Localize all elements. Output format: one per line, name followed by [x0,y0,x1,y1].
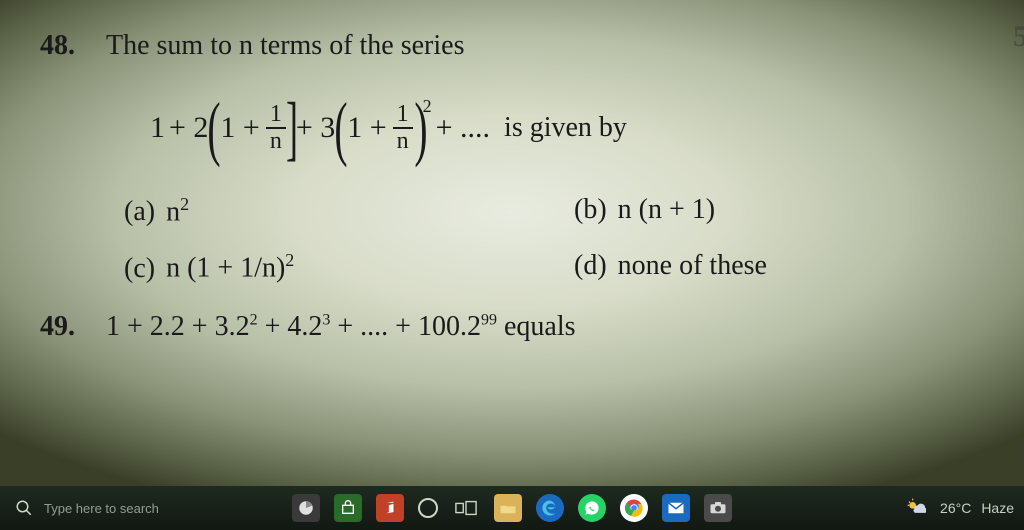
open-paren-icon: ( [335,92,348,164]
series-sup: 2 [250,311,258,328]
formula-term: 1 [150,111,165,145]
taskbar-right: 26°C Haze [906,497,1014,520]
option-label: (a) [124,196,155,227]
question-number: 49. [40,311,88,343]
question-48-options: (a) n2 (b) n (n + 1) (c) n (1 + 1/n)2 (d… [124,194,994,285]
weather-icon[interactable] [906,497,930,520]
mail-icon[interactable] [662,494,690,522]
formula-term: + 3 [296,111,335,145]
question-49-series: 1 + 2.2 + 3.22 + 4.23 + .... + 100.299 e… [106,311,576,343]
office-icon[interactable] [376,494,404,522]
fraction: 1 n [393,102,413,154]
edge-number: 5 [1013,436,1024,470]
question-number: 48. [40,30,88,62]
fraction: 1 n [266,102,286,154]
option-body: none of these [618,250,767,281]
taskview-icon[interactable] [452,494,480,522]
open-paren-icon: ( [208,92,221,164]
pie-icon[interactable] [292,494,320,522]
fraction-denominator: n [393,127,413,154]
weather-temp[interactable]: 26°C [940,500,971,516]
question-prompt: The sum to n terms of the series [106,30,464,62]
weather-label[interactable]: Haze [981,500,1014,516]
series-trail: equals [497,311,576,342]
formula-term: + .... [436,111,490,145]
option-b: (b) n (n + 1) [574,194,994,228]
worksheet-page: 48. The sum to n terms of the series 1 +… [40,30,994,478]
series-part: 1 + 2.2 + 3.2 [106,311,250,342]
formula-term: + 2 [169,111,208,145]
page-edge-numbers: 5 5 [1002,20,1024,470]
cortana-icon[interactable] [418,498,438,518]
question-49: 49. 1 + 2.2 + 3.22 + 4.23 + .... + 100.2… [40,311,994,343]
option-label: (d) [574,250,607,281]
search-icon[interactable] [10,494,38,522]
edge-icon[interactable] [536,494,564,522]
option-body: n [166,196,180,227]
fraction-numerator: 1 [266,102,286,127]
question-48-formula: 1 + 2 ( 1 + 1 n ] + 3 ( 1 + 1 n ) 2 + ..… [150,90,994,166]
whatsapp-icon[interactable] [578,494,606,522]
option-label: (c) [124,253,155,284]
close-bracket-icon: ] [286,92,298,164]
question-48-header: 48. The sum to n terms of the series [40,30,994,62]
series-part: + .... + 100.2 [330,311,481,342]
option-sup: 2 [180,194,189,214]
taskbar: Type here to search 26°C Haze [0,486,1024,530]
option-body: n (1 + 1/n) [166,253,285,284]
option-body: n (n + 1) [618,194,715,225]
edge-number: 5 [1013,20,1024,54]
chrome-icon[interactable] [620,494,648,522]
formula-term: 1 + [220,111,259,145]
search-input[interactable]: Type here to search [44,501,159,516]
formula-term: 1 + [347,111,386,145]
option-a: (a) n2 [124,194,534,228]
series-part: + 4.2 [258,311,323,342]
camera-icon[interactable] [704,494,732,522]
exponent: 2 [423,96,432,117]
taskbar-center [292,494,732,522]
explorer-icon[interactable] [494,494,522,522]
formula-trail: is given by [504,112,627,144]
store-icon[interactable] [334,494,362,522]
option-label: (b) [574,194,607,225]
option-c: (c) n (1 + 1/n)2 [124,250,534,284]
fraction-denominator: n [266,127,286,154]
fraction-numerator: 1 [393,102,413,127]
series-sup: 99 [481,311,497,328]
option-d: (d) none of these [574,250,994,284]
option-sup: 2 [285,250,294,270]
